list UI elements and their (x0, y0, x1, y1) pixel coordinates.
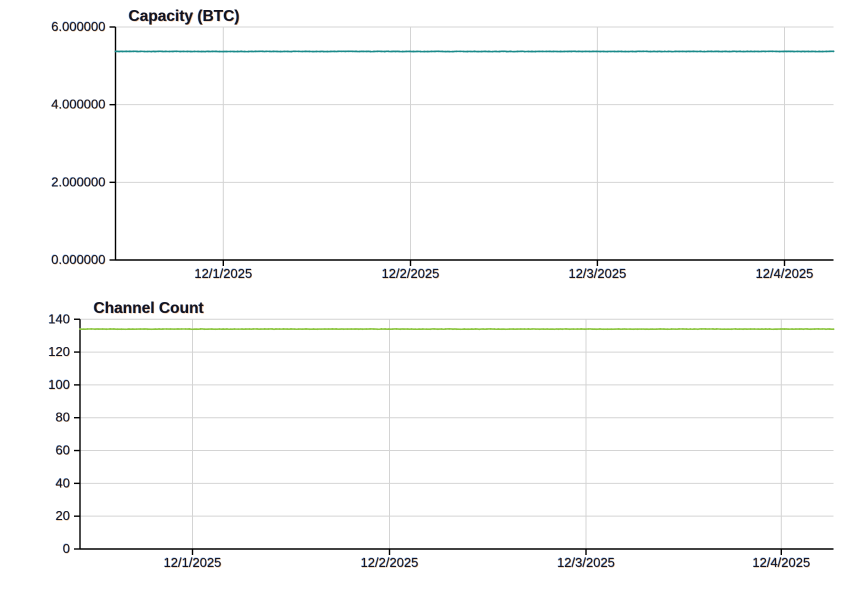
svg-text:12/1/2025: 12/1/2025 (194, 266, 252, 281)
svg-text:2.000000: 2.000000 (51, 174, 105, 189)
svg-text:Channel Count: Channel Count (94, 300, 204, 317)
svg-text:12/2/2025: 12/2/2025 (382, 266, 440, 281)
svg-text:0.000000: 0.000000 (51, 252, 105, 267)
svg-text:12/4/2025: 12/4/2025 (752, 555, 810, 570)
svg-text:Capacity (BTC): Capacity (BTC) (129, 8, 240, 25)
svg-text:12/3/2025: 12/3/2025 (568, 266, 626, 281)
svg-text:120: 120 (48, 344, 70, 359)
svg-text:40: 40 (56, 475, 70, 490)
svg-text:6.000000: 6.000000 (51, 19, 105, 34)
svg-text:20: 20 (56, 508, 70, 523)
svg-text:12/4/2025: 12/4/2025 (756, 266, 814, 281)
svg-text:80: 80 (56, 410, 70, 425)
svg-text:12/1/2025: 12/1/2025 (164, 555, 222, 570)
svg-text:100: 100 (48, 377, 70, 392)
svg-text:12/2/2025: 12/2/2025 (361, 555, 419, 570)
svg-text:12/3/2025: 12/3/2025 (557, 555, 615, 570)
svg-text:0: 0 (63, 541, 70, 556)
svg-text:140: 140 (48, 311, 70, 326)
svg-text:4.000000: 4.000000 (51, 97, 105, 112)
svg-text:60: 60 (56, 443, 70, 458)
